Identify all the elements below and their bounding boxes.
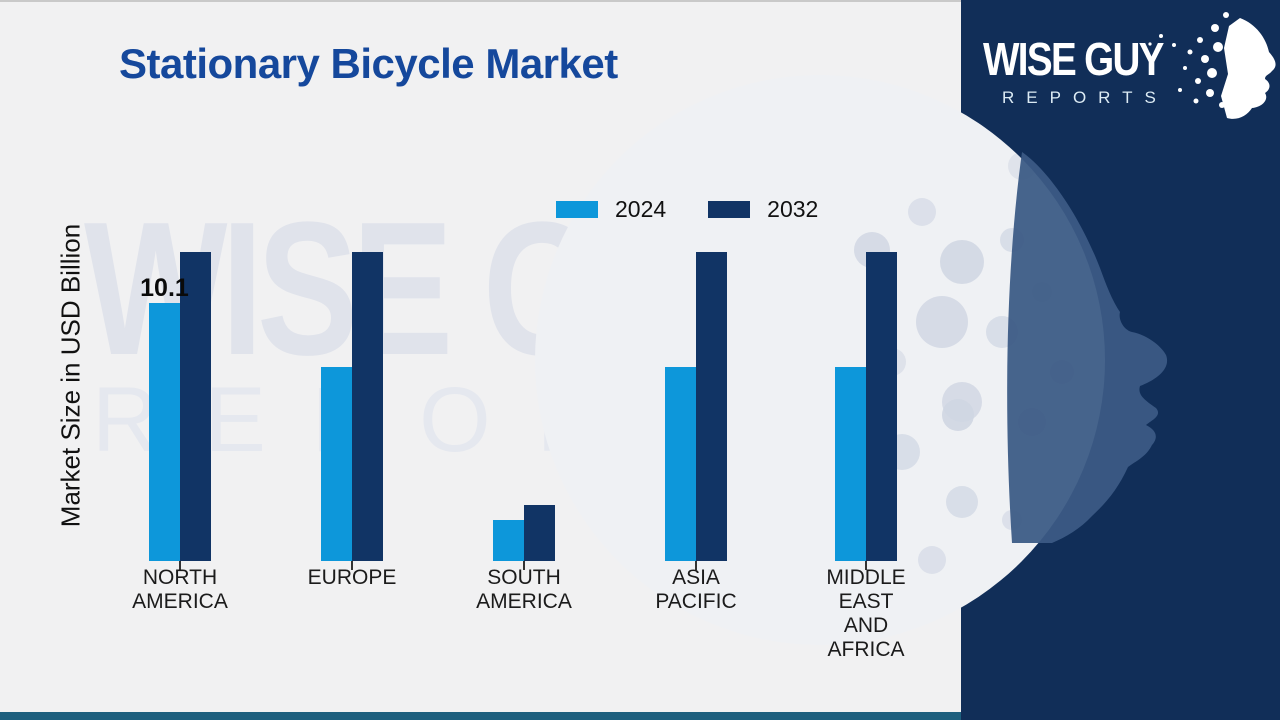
legend-item-2032: 2032 — [708, 196, 818, 223]
x-axis-label-north-america: NORTH AMERICA — [132, 566, 228, 613]
x-axis-tick — [695, 561, 697, 570]
legend-swatch-2024 — [556, 201, 598, 218]
bar-2024-europe — [321, 367, 352, 561]
legend-label-2024: 2024 — [615, 196, 667, 222]
face-profile-silhouette — [1007, 152, 1168, 543]
bar-2032-europe — [352, 252, 383, 561]
bar-2032-south-america — [524, 505, 555, 561]
bottom-accent-bar — [0, 712, 1280, 720]
x-axis-tick — [351, 561, 353, 570]
legend-swatch-2032 — [708, 201, 751, 218]
x-axis-label-europe: EUROPE — [307, 566, 397, 589]
legend-item-2024: 2024 — [556, 196, 666, 223]
bar-2024-south-america — [493, 520, 524, 561]
logo-brand-name: WISE GUY — [983, 33, 1164, 85]
bar-2024-asia-pacific — [665, 367, 696, 561]
x-axis-label-middle-east-and-africa: MIDDLE EAST AND AFRICA — [826, 566, 906, 661]
bar-2032-middle-east-and-africa — [866, 252, 897, 561]
bar-2024-middle-east-and-africa — [835, 367, 866, 561]
legend: 2024 2032 — [556, 196, 818, 223]
x-axis-tick — [865, 561, 867, 570]
x-axis-tick — [523, 561, 525, 570]
x-axis-tick — [179, 561, 181, 570]
bar-2032-north-america — [180, 252, 211, 561]
x-axis-label-south-america: SOUTH AMERICA — [476, 566, 572, 613]
logo-face-icon — [1148, 12, 1276, 119]
page-title: Stationary Bicycle Market — [119, 40, 618, 87]
x-axis-label-asia-pacific: ASIA PACIFIC — [655, 566, 737, 613]
top-divider-line — [0, 0, 1280, 2]
legend-label-2032: 2032 — [767, 196, 819, 222]
bar-2024-north-america — [149, 303, 180, 561]
logo-brand-sub: REPORTS — [1002, 88, 1168, 107]
bar-2032-asia-pacific — [696, 252, 727, 561]
bar-value-label: 10.1 — [140, 274, 189, 302]
